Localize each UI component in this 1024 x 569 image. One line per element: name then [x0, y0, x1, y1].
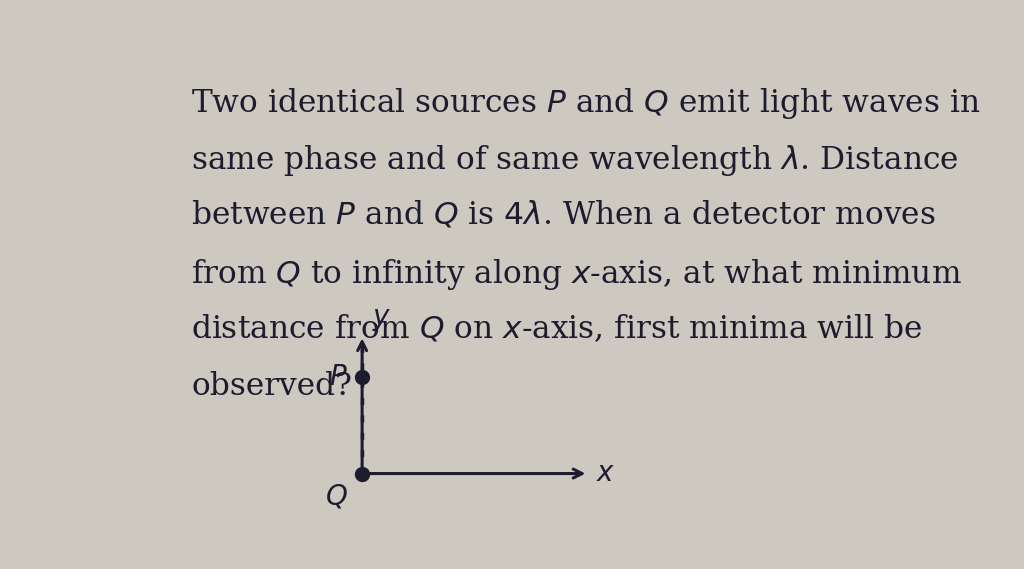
Text: from $Q$ to infinity along $x$-axis, at what minimum: from $Q$ to infinity along $x$-axis, at …	[191, 257, 963, 292]
Text: observed?: observed?	[191, 370, 352, 402]
Point	[354, 469, 371, 478]
Text: distance from $Q$ on $x$-axis, first minima will be: distance from $Q$ on $x$-axis, first min…	[191, 314, 923, 345]
Text: $P$: $P$	[329, 364, 348, 391]
Text: Two identical sources $P$ and $Q$ emit light waves in: Two identical sources $P$ and $Q$ emit l…	[191, 86, 981, 121]
Text: $Q$: $Q$	[325, 483, 348, 510]
Text: $x$: $x$	[596, 460, 615, 487]
Point	[354, 373, 371, 382]
Text: between $P$ and $Q$ is $4\lambda$. When a detector moves: between $P$ and $Q$ is $4\lambda$. When …	[191, 200, 936, 230]
Text: same phase and of same wavelength $\lambda$. Distance: same phase and of same wavelength $\lamb…	[191, 143, 959, 178]
Text: $y$: $y$	[372, 306, 391, 333]
